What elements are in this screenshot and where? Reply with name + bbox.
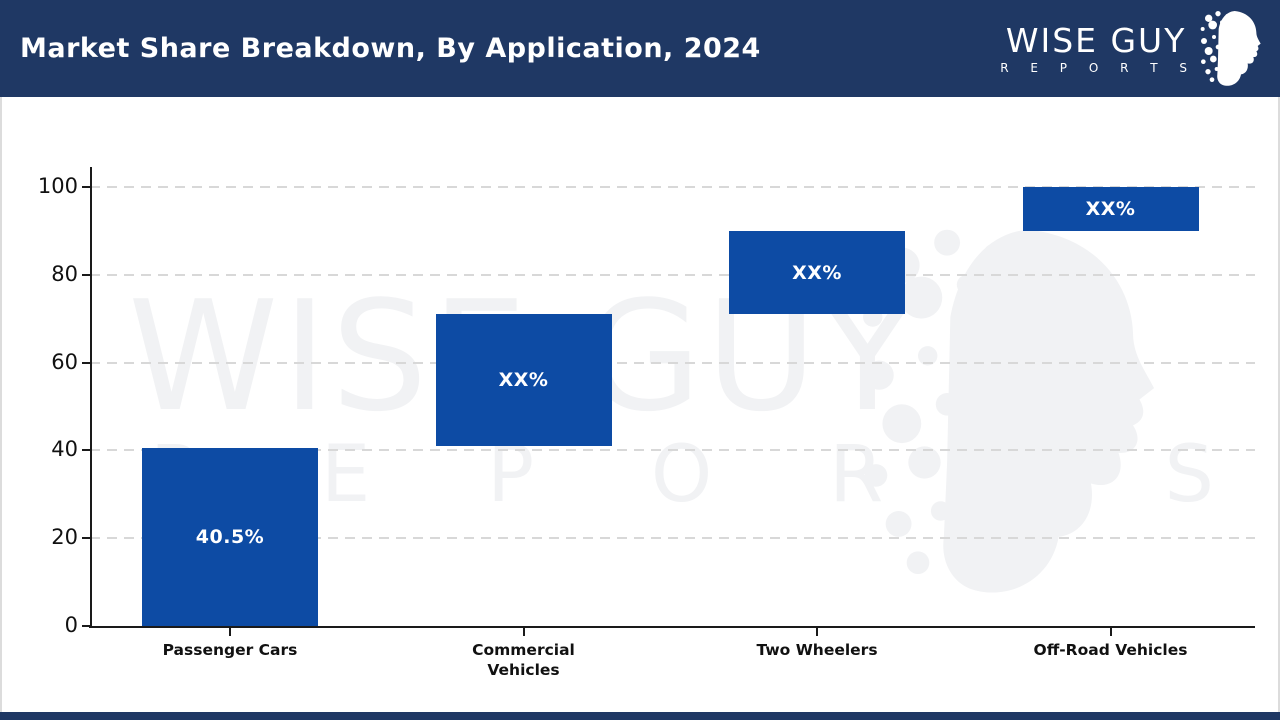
y-axis-tickmark: [82, 186, 90, 188]
y-axis-tick-label: 60: [51, 349, 78, 374]
y-axis-tickmark: [82, 625, 90, 627]
bar-value-label: 40.5%: [195, 526, 265, 549]
bar-segment: XX%: [729, 230, 905, 315]
y-axis-tick-label: 100: [37, 174, 78, 198]
y-axis-tick-label: 0: [64, 613, 78, 637]
gridline-60: [90, 361, 1255, 364]
y-axis-tickmark: [82, 449, 90, 452]
x-axis-tickmark: [1109, 628, 1112, 636]
bar-segment: XX%: [435, 314, 612, 446]
page-title: Market Share Breakdown, By Application, …: [20, 33, 761, 64]
logo-reports-text: R E P O R T S: [1000, 60, 1196, 75]
y-axis-tick-label: 20: [51, 525, 78, 550]
logo-text: WISE GUY R E P O R T S: [996, 24, 1196, 74]
bar-value-label: XX%: [498, 369, 549, 392]
x-axis-category-label: Passenger Cars: [162, 641, 298, 659]
bar-segment: XX%: [1022, 187, 1199, 231]
y-axis-tick-label: 40: [51, 437, 78, 462]
y-axis-tickmark: [82, 361, 90, 364]
gridline-100: [90, 186, 1255, 188]
y-axis-tickmark: [82, 537, 90, 540]
y-axis-tickmark: [82, 273, 90, 276]
x-axis-tickmark: [229, 628, 231, 636]
gridline-80: [90, 273, 1255, 276]
x-axis-line: [89, 626, 1255, 628]
bar-segment: 40.5%: [142, 448, 318, 626]
y-axis-line: [90, 167, 92, 628]
x-axis-tickmark: [816, 628, 818, 636]
gridline-40: [90, 449, 1255, 452]
x-axis-category-label: Two Wheelers: [756, 641, 878, 659]
gridline-20: [90, 537, 1255, 540]
x-axis-tickmark: [522, 628, 525, 636]
wise-guy-logo: WISE GUY R E P O R T S: [996, 9, 1280, 89]
bar-value-label: XX%: [1085, 197, 1136, 220]
footer-bar: [0, 712, 1280, 720]
header-bar: Market Share Breakdown, By Application, …: [0, 0, 1280, 97]
x-axis-category-label: Off-Road Vehicles: [1033, 641, 1188, 659]
x-axis-category-label: Commercial Vehicles: [472, 641, 575, 680]
logo-wiseguy-text: WISE GUY: [1005, 20, 1187, 60]
bar-value-label: XX%: [792, 261, 842, 284]
y-axis-tick-label: 80: [51, 261, 78, 286]
